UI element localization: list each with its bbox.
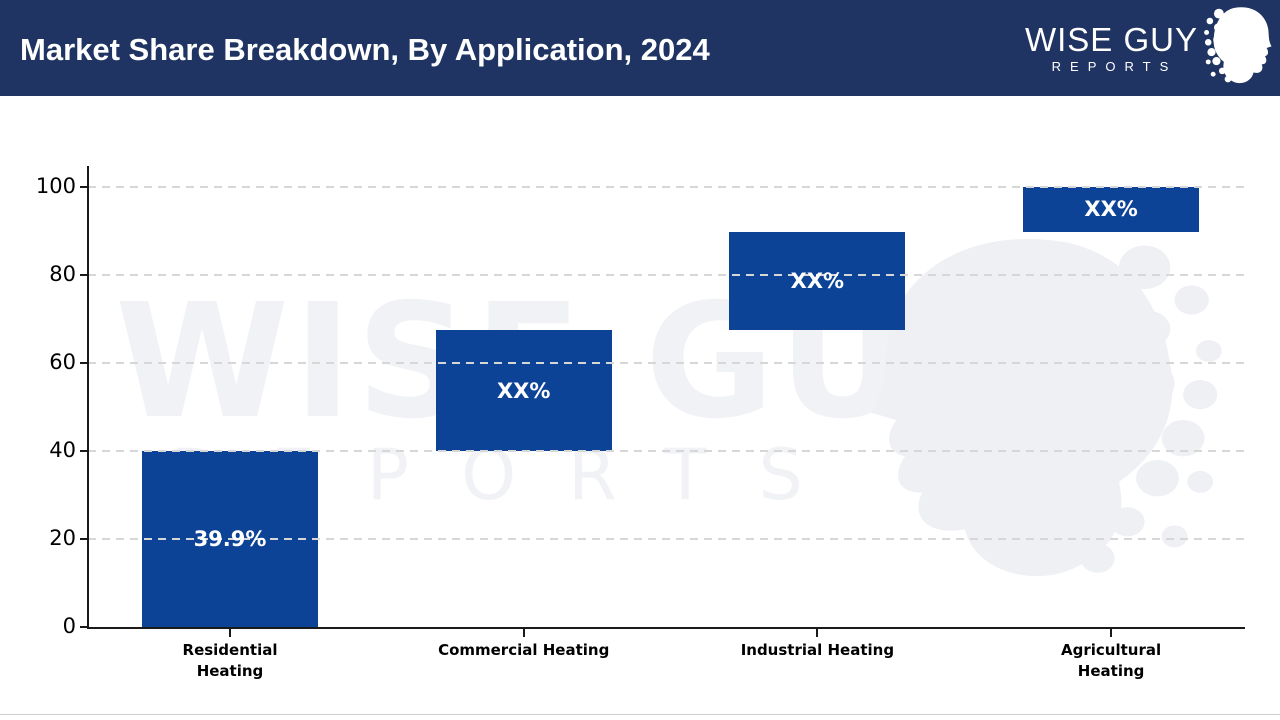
y-tick-mark	[80, 626, 88, 628]
waterfall-bar	[729, 231, 906, 330]
logo-wordmark: WISE GUY REPORTS	[1024, 20, 1198, 74]
y-tick-mark	[80, 362, 88, 364]
logo-head-icon	[1204, 7, 1272, 84]
y-tick-mark	[80, 450, 88, 452]
y-tick-label: 40	[49, 438, 76, 462]
page-title: Market Share Breakdown, By Application, …	[20, 32, 710, 67]
waterfall-bar	[435, 330, 612, 452]
y-tick-mark	[80, 274, 88, 276]
gridline	[88, 362, 1245, 364]
bar-value-label: XX%	[790, 268, 845, 293]
gridline	[88, 538, 1245, 540]
bar-value-label: XX%	[496, 378, 551, 403]
x-tick-mark	[522, 629, 525, 637]
x-tick-mark	[1110, 629, 1113, 637]
x-tick-mark	[229, 629, 231, 637]
header: Market Share Breakdown, By Application, …	[0, 0, 1280, 96]
gridline	[88, 450, 1245, 452]
x-axis-label: Agricultural Heating	[1061, 641, 1162, 680]
gridline	[88, 274, 1245, 276]
bar-value-label: XX%	[1084, 197, 1138, 222]
gridline	[88, 186, 1245, 188]
y-tick-label: 100	[35, 174, 76, 198]
x-axis-label: Commercial Heating	[438, 641, 610, 659]
x-axis-line	[87, 627, 1245, 629]
y-tick-label: 20	[49, 526, 76, 550]
y-tick-label: 80	[49, 262, 76, 286]
wiseguy-logo: WISE GUY REPORTS	[1025, 0, 1274, 96]
y-tick-mark	[80, 186, 88, 188]
watermark-head-icon	[870, 239, 1222, 577]
y-tick-label: 60	[49, 350, 76, 374]
y-axis-line	[87, 166, 89, 629]
logo-wordmark-line2: REPORTS	[1051, 58, 1178, 74]
waterfall-bar	[1023, 187, 1200, 232]
y-tick-mark	[80, 538, 88, 540]
y-tick-label: 0	[62, 614, 76, 638]
x-axis-label: Industrial Heating	[740, 641, 895, 659]
bottom-border	[0, 714, 1280, 715]
x-axis-label: Residential Heating	[182, 641, 278, 680]
x-tick-mark	[816, 629, 819, 637]
logo-wordmark-line1: WISE GUY	[1024, 20, 1198, 58]
bar-value-label: 39.9%	[193, 527, 267, 552]
